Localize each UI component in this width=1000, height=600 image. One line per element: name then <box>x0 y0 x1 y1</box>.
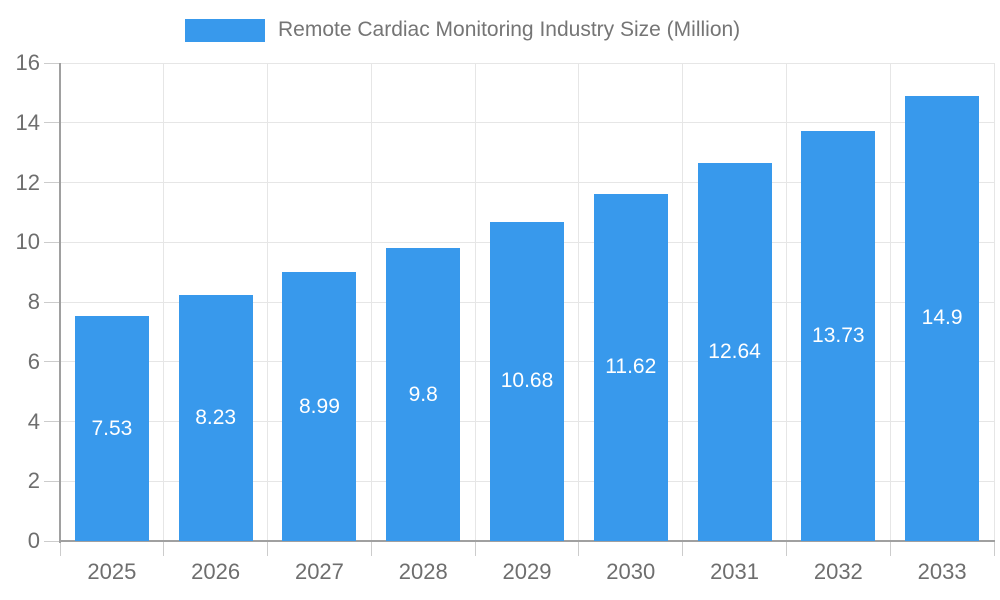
gridline-x-4 <box>474 63 476 541</box>
y-tick-10 <box>44 241 60 243</box>
gridline-y-16 <box>60 62 994 64</box>
y-tick-16 <box>44 62 60 64</box>
bar-2032: 13.73 <box>801 130 876 541</box>
gridline-x-2 <box>267 63 269 541</box>
x-tick-3 <box>370 541 372 556</box>
y-tick-4 <box>44 421 60 422</box>
x-tick-label: 2029 <box>502 559 552 584</box>
x-tick-label: 2032 <box>813 559 863 584</box>
y-tick-0 <box>44 540 60 542</box>
bar-value-label: 8.99 <box>299 394 340 418</box>
gridline-x-8 <box>889 63 891 541</box>
y-tick-8 <box>44 301 60 303</box>
y-tick-6 <box>44 361 60 363</box>
x-tick-9 <box>993 541 995 556</box>
x-axis-line <box>59 540 995 542</box>
gridline-x-5 <box>578 63 580 541</box>
y-tick-label: 6 <box>27 348 40 374</box>
y-tick-12 <box>44 182 60 183</box>
x-tick-8 <box>889 541 891 556</box>
y-axis-line <box>59 63 61 543</box>
y-tick-label: 0 <box>27 528 40 553</box>
y-tick-2 <box>44 480 60 482</box>
x-tick-4 <box>474 541 476 556</box>
x-tick-label: 2030 <box>606 559 656 584</box>
x-tick-6 <box>682 541 684 556</box>
x-tick-label: 2025 <box>87 559 137 584</box>
x-tick-7 <box>785 541 787 556</box>
bar-value-label: 7.53 <box>91 416 133 440</box>
bar-value-label: 14.9 <box>921 306 963 330</box>
y-tick-label: 12 <box>15 169 40 195</box>
y-tick-label: 2 <box>27 468 40 494</box>
x-tick-label: 2027 <box>294 559 344 584</box>
legend-label: Remote Cardiac Monitoring Industry Size … <box>278 18 741 41</box>
bar-2033: 14.9 <box>905 95 980 541</box>
x-tick-1 <box>163 541 165 556</box>
gridline-x-3 <box>370 63 372 541</box>
gridline-x-9 <box>993 63 995 541</box>
y-tick-label: 8 <box>27 289 40 314</box>
bar-value-label: 13.73 <box>812 323 865 347</box>
bar-2025: 7.53 <box>74 316 149 541</box>
y-tick-label: 16 <box>15 50 40 75</box>
bar-2026: 8.23 <box>178 295 253 541</box>
bar-2029: 10.68 <box>490 221 564 541</box>
x-tick-label: 2033 <box>917 559 967 584</box>
gridline-y-12 <box>60 182 994 183</box>
y-tick-label: 10 <box>15 229 40 255</box>
gridline-x-1 <box>163 63 165 541</box>
bar-value-label: 9.8 <box>408 382 438 406</box>
bar-value-label: 11.62 <box>605 355 657 379</box>
x-tick-2 <box>267 541 269 556</box>
bar-2030: 11.62 <box>593 193 668 541</box>
bar-value-label: 10.68 <box>500 369 554 393</box>
x-tick-0 <box>59 541 61 556</box>
x-tick-label: 2028 <box>398 559 448 584</box>
y-tick-14 <box>44 122 60 124</box>
x-tick-label: 2031 <box>710 559 760 584</box>
legend-swatch <box>185 18 265 42</box>
gridline-x-7 <box>785 63 787 541</box>
bar-2028: 9.8 <box>386 248 461 541</box>
bar-value-label: 12.64 <box>708 340 761 364</box>
y-tick-label: 4 <box>27 408 40 434</box>
bar-value-label: 8.23 <box>195 406 237 430</box>
gridline-y-14 <box>60 122 994 124</box>
y-tick-label: 14 <box>15 109 40 135</box>
x-tick-5 <box>578 541 580 556</box>
bar-2027: 8.99 <box>282 272 357 541</box>
gridline-x-6 <box>682 63 684 541</box>
x-tick-label: 2026 <box>191 559 241 584</box>
bar-2031: 12.64 <box>697 163 772 541</box>
chart-legend: Remote Cardiac Monitoring Industry Size … <box>185 18 740 42</box>
